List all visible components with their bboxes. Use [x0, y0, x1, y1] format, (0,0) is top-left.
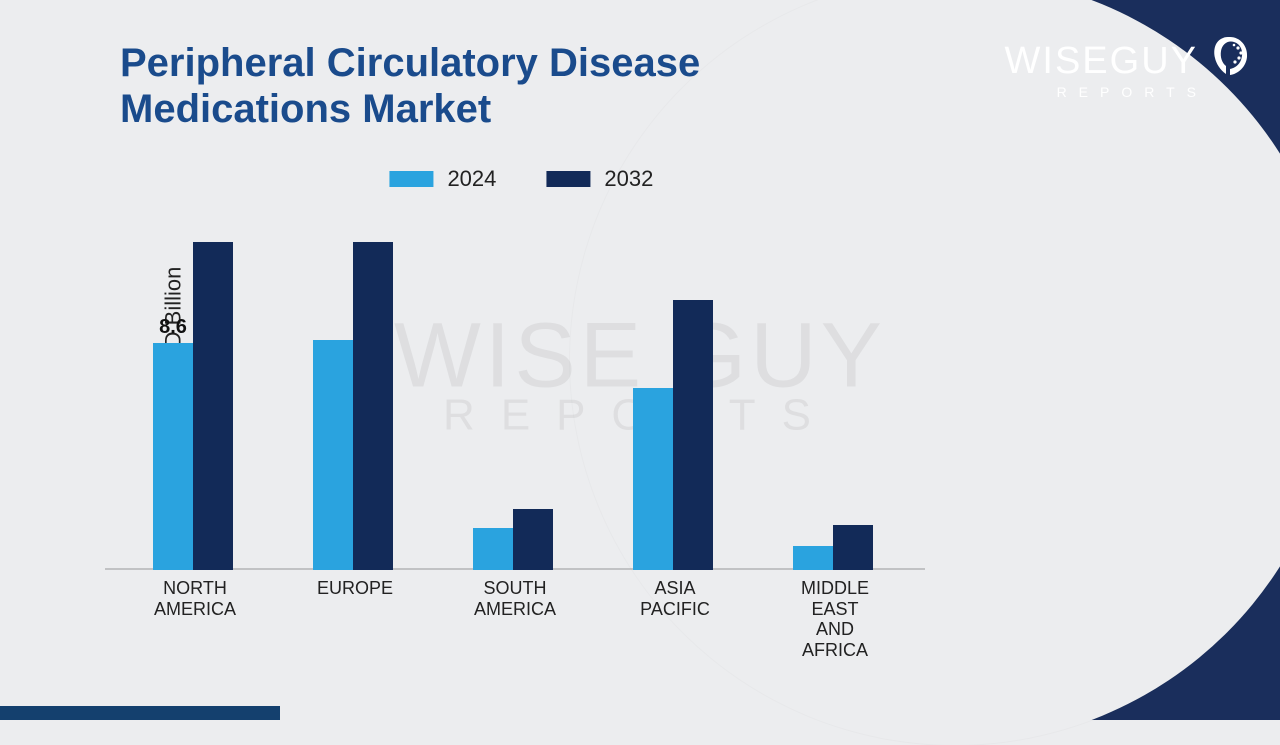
bar-2032: [193, 242, 233, 570]
bar-2032: [353, 242, 393, 570]
brand-main: WISEGUY: [1005, 40, 1198, 83]
bottom-accent-bar: [0, 706, 280, 720]
bar-2024: [793, 546, 833, 570]
bar-group: MIDDLEEASTANDAFRICA: [785, 200, 885, 570]
bar-group: EUROPE: [305, 200, 405, 570]
legend-item-2024: 2024: [389, 166, 496, 192]
chart-title: Peripheral Circulatory Disease Medicatio…: [120, 40, 880, 132]
category-label: NORTHAMERICA: [125, 578, 265, 619]
brand-logo: WISEGUY REPORTS: [1005, 34, 1252, 100]
plot-area: 8.6NORTHAMERICA EUROPE SOUTHAMERICA ASIAPAC…: [105, 200, 925, 570]
bar-group: 8.6NORTHAMERICA: [145, 200, 245, 570]
bar-2032: [513, 509, 553, 570]
bar-2032: [833, 525, 873, 570]
category-label: EUROPE: [285, 578, 425, 599]
bar-value-label: 8.6: [159, 316, 187, 339]
bar-2024: 8.6: [153, 343, 193, 570]
category-label: MIDDLEEASTANDAFRICA: [765, 578, 905, 661]
legend-swatch-2032: [546, 171, 590, 187]
legend-label-2024: 2024: [447, 166, 496, 192]
bar-2024: [633, 388, 673, 570]
legend-swatch-2024: [389, 171, 433, 187]
bar-2032: [673, 300, 713, 570]
category-label: SOUTHAMERICA: [445, 578, 585, 619]
bar-2024: [473, 528, 513, 570]
legend-label-2032: 2032: [604, 166, 653, 192]
category-label: ASIAPACIFIC: [605, 578, 745, 619]
bar-2024: [313, 340, 353, 570]
legend-item-2032: 2032: [546, 166, 653, 192]
brand-head-icon: [1208, 34, 1252, 88]
bar-group: SOUTHAMERICA: [465, 200, 565, 570]
legend: 2024 2032: [389, 166, 653, 192]
bar-group: ASIAPACIFIC: [625, 200, 725, 570]
chart: Market Size in USD Billion 2024 2032 8.6…: [55, 170, 935, 620]
